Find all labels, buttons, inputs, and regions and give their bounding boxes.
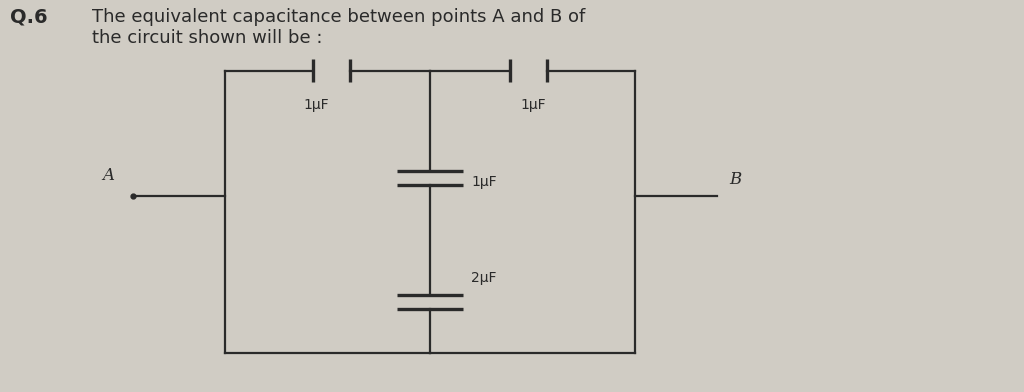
Text: Q.6: Q.6: [10, 8, 48, 27]
Text: 1μF: 1μF: [303, 98, 330, 112]
Text: 2μF: 2μF: [471, 272, 497, 285]
Text: 1μF: 1μF: [471, 175, 497, 189]
Text: B: B: [729, 171, 741, 188]
Text: A: A: [102, 167, 115, 184]
Text: 1μF: 1μF: [520, 98, 547, 112]
Text: The equivalent capacitance between points A and B of
the circuit shown will be :: The equivalent capacitance between point…: [92, 8, 586, 47]
